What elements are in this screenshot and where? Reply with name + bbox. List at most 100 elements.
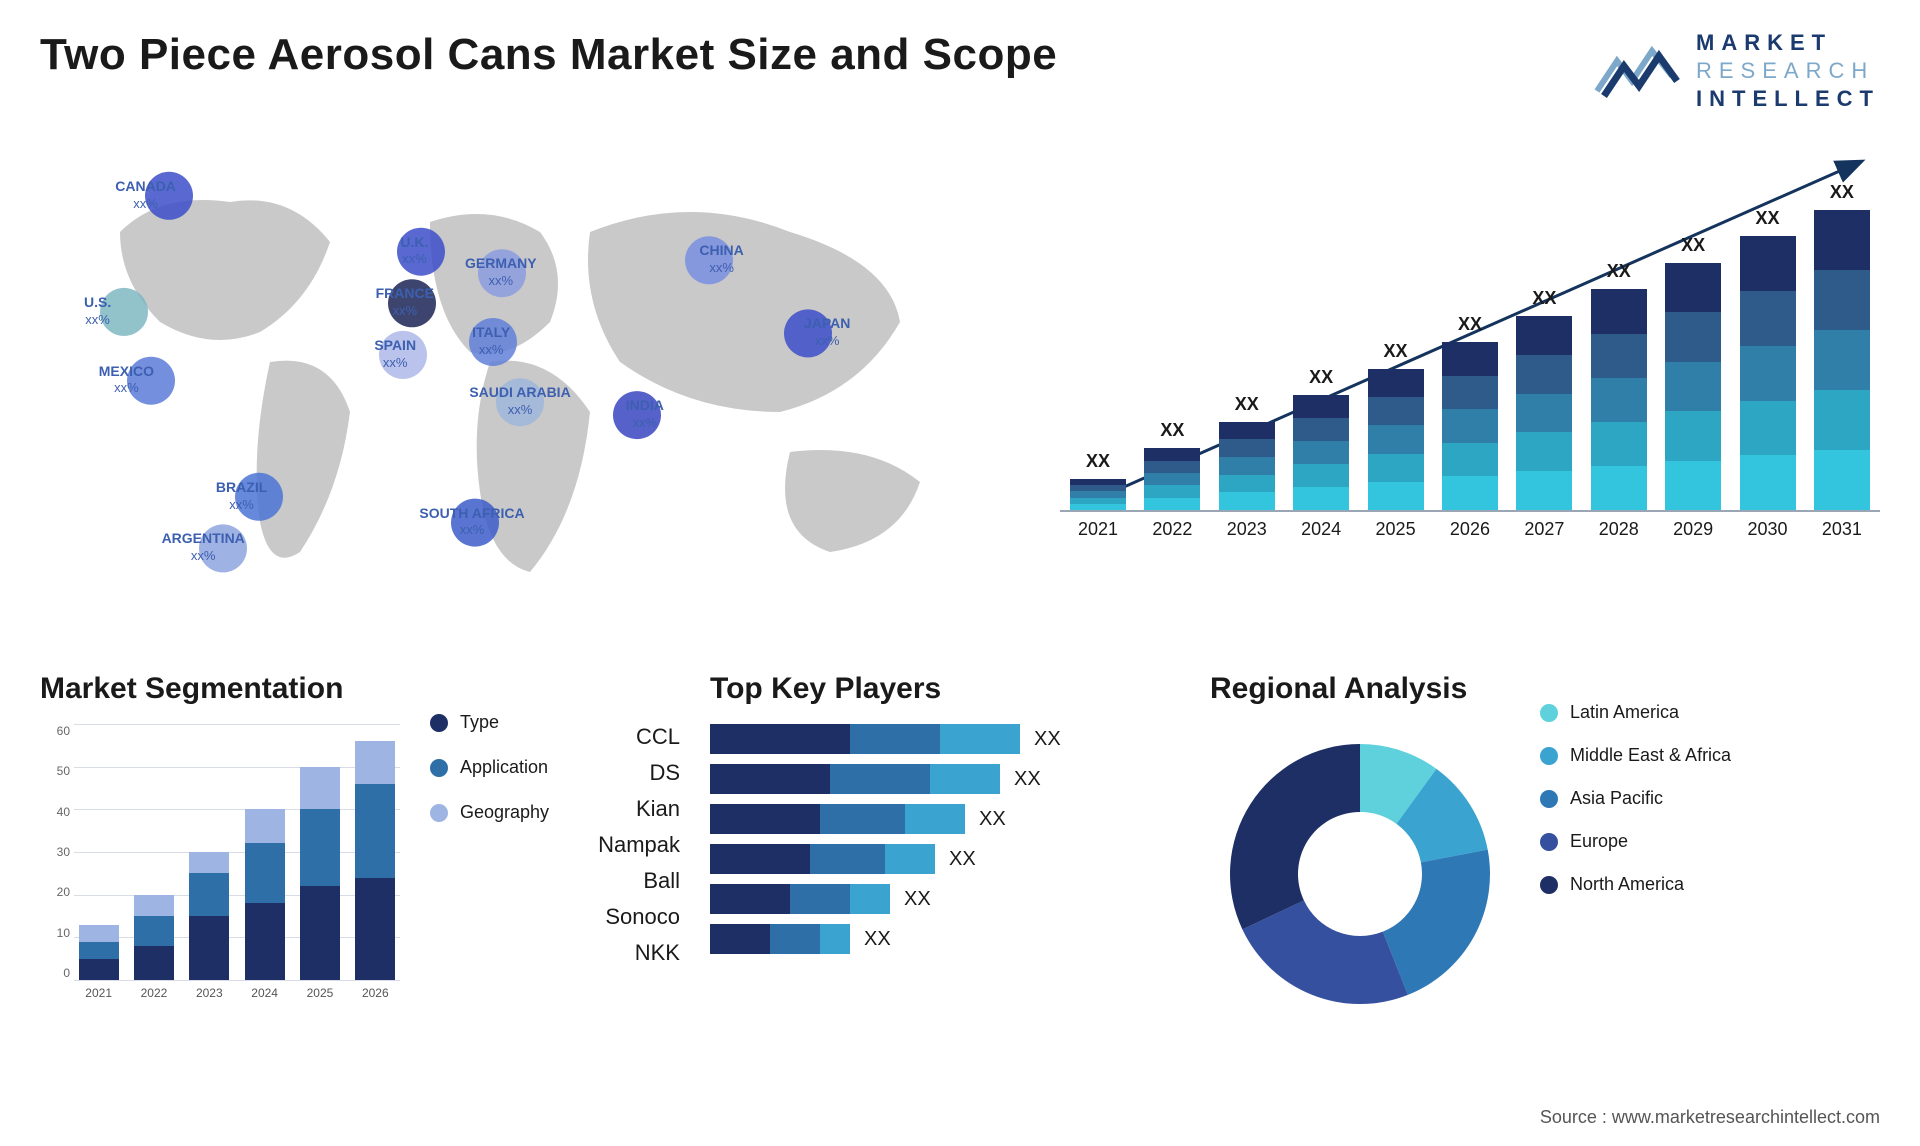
seg-year: 2025 [300, 986, 340, 1000]
main-bar-chart: XX2021XX2022XX2023XX2024XX2025XX2026XX20… [1060, 152, 1880, 582]
player-value: XX [1014, 768, 1041, 791]
list-item: DS [649, 760, 680, 786]
bar-value: XX [1740, 208, 1796, 229]
legend-item: Latin America [1540, 702, 1731, 723]
map-label: MEXICOxx% [99, 363, 154, 397]
bar-year: 2022 [1144, 519, 1200, 540]
logo-line2: RESEARCH [1696, 58, 1880, 84]
main-bar: XX2021 [1070, 479, 1126, 510]
map-label: CHINAxx% [699, 242, 743, 276]
bar-value: XX [1368, 341, 1424, 362]
players-chart: XXXXXXXXXXXX [710, 724, 1180, 954]
bar-value: XX [1219, 394, 1275, 415]
player-value: XX [904, 888, 931, 911]
seg-bar: 2023 [189, 852, 229, 980]
map-label: ITALYxx% [472, 324, 510, 358]
bar-value: XX [1144, 420, 1200, 441]
players-title: Top Key Players [710, 672, 1180, 706]
map-label: ARGENTINAxx% [162, 530, 245, 564]
player-row: XX [710, 924, 1180, 954]
seg-bar: 2026 [355, 741, 395, 980]
logo-icon [1592, 36, 1682, 106]
player-row: XX [710, 724, 1180, 754]
main-bar: XX2024 [1293, 395, 1349, 510]
list-item: Kian [636, 796, 680, 822]
map-label: INDIAxx% [626, 397, 664, 431]
main-bar: XX2023 [1219, 422, 1275, 510]
bar-value: XX [1293, 367, 1349, 388]
main-bar: XX2028 [1591, 289, 1647, 510]
seg-year: 2022 [134, 986, 174, 1000]
bar-year: 2023 [1219, 519, 1275, 540]
region-panel: Regional Analysis Latin America Middle Ea… [1210, 672, 1880, 1024]
map-label: JAPANxx% [804, 315, 850, 349]
map-label: SPAINxx% [374, 337, 416, 371]
bar-value: XX [1516, 288, 1572, 309]
legend-item: North America [1540, 874, 1731, 895]
segmentation-list: CCLDSKianNampakBallSonocoNKK [579, 724, 680, 1024]
seg-year: 2021 [79, 986, 119, 1000]
bar-year: 2029 [1665, 519, 1721, 540]
segmentation-chart: 6050403020100 202120222023202420252026 [40, 724, 400, 1004]
player-row: XX [710, 884, 1180, 914]
bar-year: 2021 [1070, 519, 1126, 540]
region-title: Regional Analysis [1210, 672, 1510, 706]
bar-year: 2027 [1516, 519, 1572, 540]
main-bar: XX2027 [1516, 316, 1572, 510]
seg-year: 2023 [189, 986, 229, 1000]
player-row: XX [710, 844, 1180, 874]
player-value: XX [864, 928, 891, 951]
bar-value: XX [1442, 314, 1498, 335]
segmentation-panel: Market Segmentation 6050403020100 202120… [40, 672, 680, 1024]
list-item: Ball [643, 868, 680, 894]
segmentation-legend: Type Application Geography [430, 712, 549, 1024]
player-value: XX [949, 848, 976, 871]
region-legend: Latin AmericaMiddle East & AfricaAsia Pa… [1540, 702, 1731, 1024]
world-map: CANADAxx% U.S.xx% MEXICOxx% BRAZILxx% ARGENT… [40, 152, 1000, 582]
players-panel: Top Key Players XXXXXXXXXXXX [710, 672, 1180, 1024]
map-label: CANADAxx% [115, 178, 176, 212]
main-bar: XX2026 [1442, 342, 1498, 510]
bar-value: XX [1070, 451, 1126, 472]
segmentation-title: Market Segmentation [40, 672, 400, 706]
map-label: U.S.xx% [84, 294, 111, 328]
list-item: CCL [636, 724, 680, 750]
bar-value: XX [1591, 261, 1647, 282]
legend-item: Geography [430, 802, 549, 823]
list-item: Sonoco [605, 904, 680, 930]
bar-year: 2030 [1740, 519, 1796, 540]
bar-value: XX [1814, 182, 1870, 203]
bar-year: 2031 [1814, 519, 1870, 540]
map-label: GERMANYxx% [465, 255, 537, 289]
seg-year: 2024 [245, 986, 285, 1000]
page-title: Two Piece Aerosol Cans Market Size and S… [40, 30, 1057, 80]
seg-bar: 2022 [134, 895, 174, 980]
legend-item: Type [430, 712, 549, 733]
main-bar: XX2031 [1814, 210, 1870, 510]
map-label: FRANCExx% [376, 285, 434, 319]
bar-year: 2025 [1368, 519, 1424, 540]
bar-year: 2024 [1293, 519, 1349, 540]
seg-bar: 2024 [245, 809, 285, 980]
bar-year: 2026 [1442, 519, 1498, 540]
main-bar: XX2030 [1740, 236, 1796, 510]
map-label: BRAZILxx% [216, 479, 267, 513]
player-value: XX [979, 808, 1006, 831]
logo-line3: INTELLECT [1696, 86, 1880, 112]
source-text: Source : www.marketresearchintellect.com [1540, 1107, 1880, 1128]
player-value: XX [1034, 728, 1061, 751]
player-row: XX [710, 804, 1180, 834]
donut-slice [1230, 744, 1360, 929]
main-bar: XX2025 [1368, 369, 1424, 510]
legend-item: Middle East & Africa [1540, 745, 1731, 766]
logo: MARKET RESEARCH INTELLECT [1592, 30, 1880, 112]
map-label: U.K.xx% [400, 234, 428, 268]
bar-value: XX [1665, 235, 1721, 256]
list-item: NKK [635, 940, 680, 966]
donut-chart [1210, 724, 1510, 1024]
map-label: SAUDI ARABIAxx% [469, 384, 570, 418]
legend-item: Application [430, 757, 549, 778]
player-row: XX [710, 764, 1180, 794]
main-bar: XX2022 [1144, 448, 1200, 510]
map-label: SOUTH AFRICAxx% [419, 505, 524, 539]
